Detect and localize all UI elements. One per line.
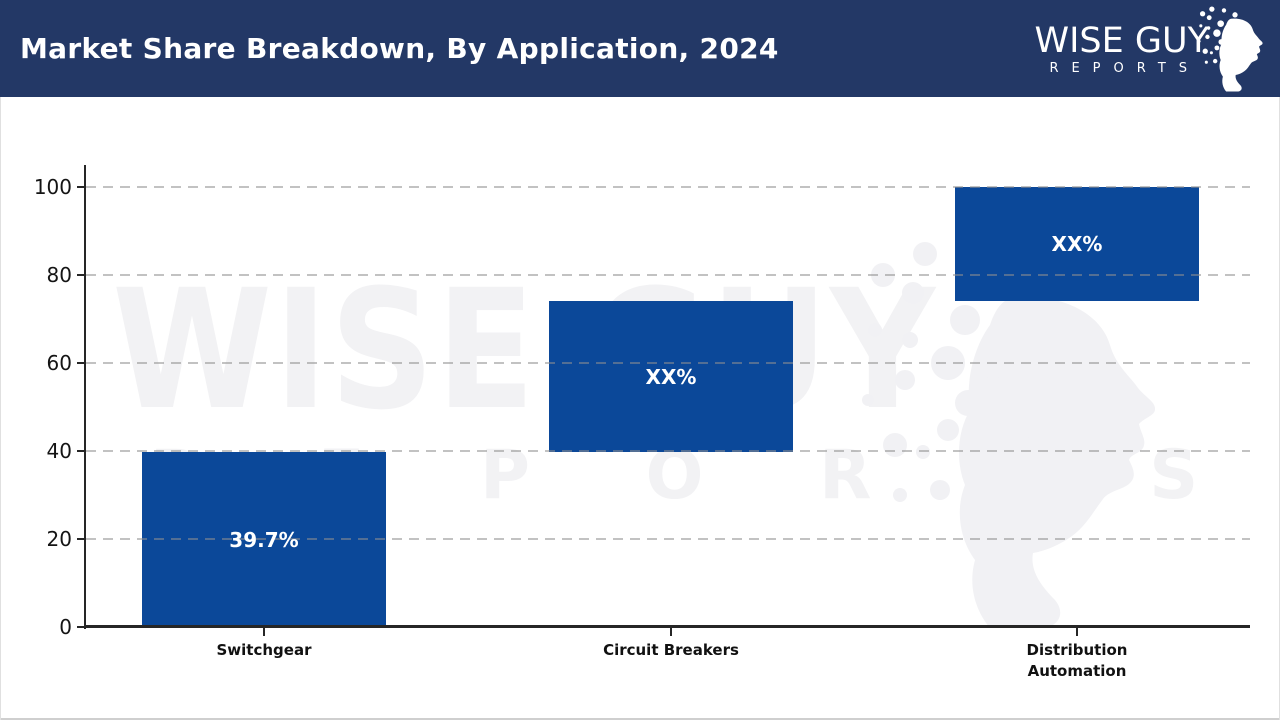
- bar-value-label: 39.7%: [229, 527, 299, 552]
- page-bottom-border: [0, 718, 1280, 720]
- x-tick-2: [1076, 628, 1078, 636]
- y-axis-spine: [84, 165, 86, 629]
- y-tick-0: [77, 626, 85, 628]
- y-tick-label-40: 40: [46, 439, 72, 463]
- header-bar: Market Share Breakdown, By Application, …: [0, 0, 1280, 97]
- y-tick-label-20: 20: [46, 527, 72, 551]
- y-tick-label-0: 0: [59, 615, 72, 639]
- x-tick-1: [670, 628, 672, 636]
- gridline-80: [86, 274, 1250, 276]
- y-tick-80: [77, 274, 85, 276]
- x-tick-0: [263, 628, 265, 636]
- bar-value-label: XX%: [645, 364, 697, 389]
- gridline-40: [86, 450, 1250, 452]
- y-tick-60: [77, 362, 85, 364]
- x-axis-label-switchgear: Switchgear: [216, 641, 312, 659]
- bar-circuit-breakers: [549, 301, 793, 453]
- y-tick-label-100: 100: [33, 175, 72, 199]
- page-title: Market Share Breakdown, By Application, …: [20, 32, 779, 65]
- wise-guy-reports-logo: WISE GUY REPORTS: [1034, 4, 1266, 94]
- page-left-border: [0, 97, 1, 720]
- x-axis-spine: [84, 625, 1250, 628]
- logo-reports-text: REPORTS: [1049, 60, 1201, 76]
- gridline-60: [86, 362, 1250, 364]
- x-axis-label-distribution-automation: Distribution Automation: [1026, 641, 1128, 680]
- x-axis-label-circuit-breakers: Circuit Breakers: [603, 641, 739, 659]
- gridline-20: [86, 538, 1250, 540]
- y-tick-100: [77, 186, 85, 188]
- y-tick-20: [77, 538, 85, 540]
- bar-value-label: XX%: [1051, 232, 1103, 257]
- y-tick-40: [77, 450, 85, 452]
- logo-wordmark: WISE GUY: [1034, 20, 1209, 61]
- gridline-100: [86, 186, 1250, 188]
- logo-text: WISE GUY REPORTS: [1034, 20, 1209, 76]
- y-tick-label-80: 80: [46, 263, 72, 287]
- y-tick-label-60: 60: [46, 351, 72, 375]
